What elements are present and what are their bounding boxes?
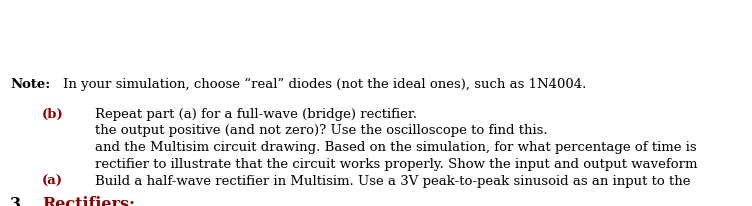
Text: Note:: Note:	[10, 78, 50, 91]
Text: Rectifiers:: Rectifiers:	[42, 196, 135, 206]
Text: In your simulation, choose “real” diodes (not the ideal ones), such as 1N4004.: In your simulation, choose “real” diodes…	[63, 78, 587, 91]
Text: 3.: 3.	[10, 196, 26, 206]
Text: and the Multisim circuit drawing. Based on the simulation, for what percentage o: and the Multisim circuit drawing. Based …	[95, 141, 696, 154]
Text: rectifier to illustrate that the circuit works properly. Show the input and outp: rectifier to illustrate that the circuit…	[95, 158, 698, 171]
Text: (b): (b)	[42, 108, 64, 121]
Text: the output positive (and not zero)? Use the oscilloscope to find this.: the output positive (and not zero)? Use …	[95, 124, 547, 137]
Text: (a): (a)	[42, 175, 63, 188]
Text: Repeat part (a) for a full-wave (bridge) rectifier.: Repeat part (a) for a full-wave (bridge)…	[95, 108, 417, 121]
Text: Build a half-wave rectifier in Multisim. Use a 3V peak-to-peak sinusoid as an in: Build a half-wave rectifier in Multisim.…	[95, 175, 690, 188]
